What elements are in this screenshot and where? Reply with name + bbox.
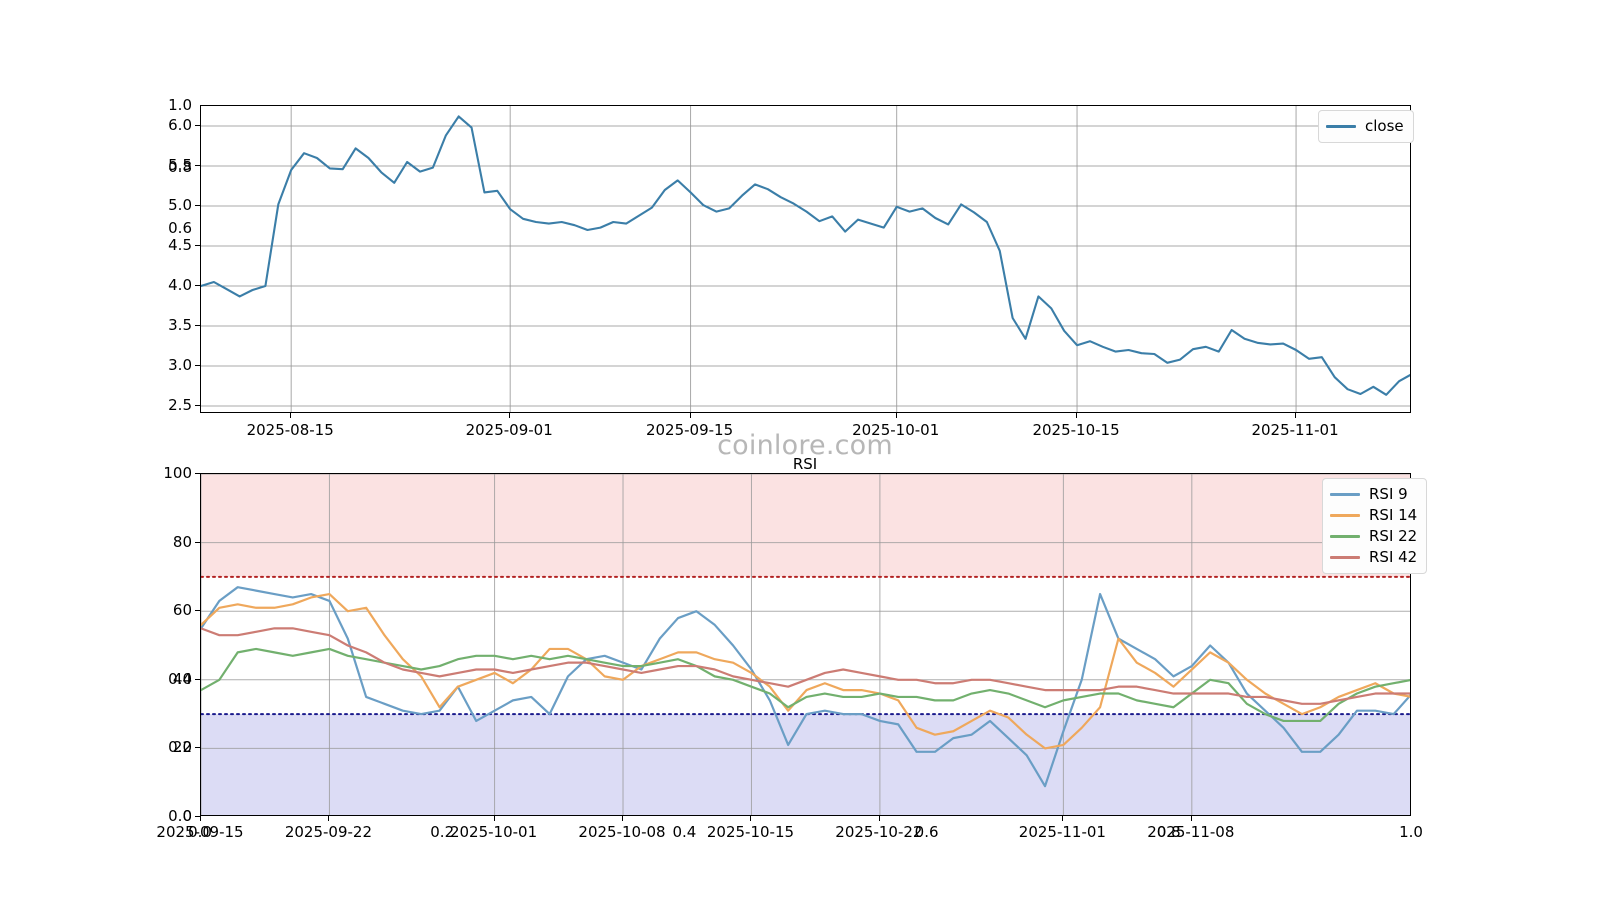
tick-mark [195,125,200,126]
rsi-y-tick-label: 0 [182,807,192,825]
rsi-y-tick-overlay-label: 0.4 [168,669,192,688]
price-y-tick-label: 5.0 [168,196,192,214]
tick-mark [195,205,200,206]
price-x-tick-label: 2025-09-15 [645,421,734,439]
tick-mark [1191,816,1192,821]
rsi-legend-item[interactable]: RSI 42 [1330,547,1417,568]
rsi-legend-label: RSI 22 [1369,527,1418,545]
rsi-x-tick-overlay-label: 0.6 [914,823,939,841]
tick-mark [750,816,751,821]
tick-mark [195,542,200,543]
rsi-legend-item[interactable]: RSI 9 [1330,484,1417,505]
tick-mark [879,816,880,821]
price-y-tick-label: 5.5 [168,156,192,174]
legend-color-swatch-icon [1330,535,1360,538]
tick-mark [1062,816,1063,821]
rsi-y-tick-label: 80 [172,532,192,551]
rsi-y-tick-overlay-label: 0.2 [168,738,192,757]
rsi-legend-label: RSI 9 [1369,485,1408,503]
legend-color-swatch-icon [1330,556,1360,559]
rsi-legend-label: RSI 42 [1369,548,1418,566]
tick-mark [494,816,495,821]
tick-mark [195,610,200,611]
legend-color-swatch-icon [1326,125,1356,128]
rsi-x-tick-label: 2025-10-22 [835,823,923,841]
price-x-tick-label: 2025-09-01 [465,421,553,439]
price-line-svg [201,106,1410,412]
rsi-y-tick-label: 100 [163,464,192,482]
tick-mark [690,413,691,418]
rsi-x-tick-label: 2025-09-15 [156,823,244,841]
tick-mark [195,245,200,246]
tick-mark [195,816,200,817]
tick-mark [290,413,291,418]
price-x-tick-label: 2025-10-01 [852,421,940,439]
tick-mark [509,413,510,418]
rsi-legend-item[interactable]: RSI 14 [1330,505,1417,526]
tick-mark [200,816,201,821]
legend-color-swatch-icon [1330,493,1360,496]
watermark-coinlore: coinlore.com [717,430,893,461]
price-y-tick-label: 4.5 [168,236,192,254]
legend-color-swatch-icon [1330,514,1360,517]
rsi-x-tick-overlay-label: 0.2 [430,823,455,841]
price-y-tick-overlay-label: 1.0 [168,96,192,114]
rsi-x-tick-label: 2025-09-22 [284,823,373,841]
rsi-plot-area [200,473,1411,816]
tick-mark [195,325,200,326]
rsi-x-tick-overlay-label: 0.4 [672,823,697,841]
rsi-x-tick-overlay-label: 0.8 [1156,823,1181,841]
price-chart-panel: 2.5 3.0 3.5 4.0 4.5 5.0 5.5 6.0 0.6 0.8 1.0 2025-… [0,0,1600,439]
rsi-line-svg [201,474,1410,815]
price-plot-area [200,105,1411,413]
price-y-tick-label: 4.0 [168,276,192,294]
price-legend-label: close [1365,117,1404,135]
tick-mark [1076,413,1077,418]
tick-mark [195,473,200,474]
rsi-legend-item[interactable]: RSI 22 [1330,526,1417,547]
tick-mark [195,285,200,286]
tick-mark [1295,413,1296,418]
rsi-x-tick-label: 2025-10-15 [706,823,795,841]
price-y-tick-label: 3.5 [168,316,192,334]
rsi-y-tick-label: 20 [172,738,192,757]
price-y-tick-label: 2.5 [168,396,192,414]
rsi-y-tick-overlay-label: 0.0 [168,807,192,825]
price-y-tick-label: 3.0 [168,356,192,374]
rsi-chart-panel: 0 20 40 60 80 100 0.0 0.2 0.4 2025-09-15 2025-09… [0,430,1600,900]
rsi-x-tick-label: 2025-10-01 [449,823,538,841]
rsi-y-tick-label: 40 [172,669,192,688]
tick-mark [195,365,200,366]
price-x-tick-label: 2025-11-01 [1251,421,1339,439]
tick-mark [195,679,200,680]
price-y-tick-overlay-label: 0.6 [168,219,192,238]
rsi-x-tick-label: 2025-10-08 [578,823,666,841]
tick-mark [195,165,200,166]
rsi-x-tick-label: 2025-11-08 [1147,823,1235,841]
tick-mark [896,413,897,418]
rsi-legend-label: RSI 14 [1369,506,1418,524]
rsi-x-tick-overlay-label: 0.0 [188,823,212,841]
price-legend-item[interactable]: close [1326,116,1404,137]
rsi-x-tick-label: 2025-11-01 [1018,823,1106,841]
rsi-legend[interactable]: RSI 9 RSI 14 RSI 22 RSI 42 [1322,478,1428,574]
rsi-y-tick-label: 60 [172,601,192,620]
tick-mark [195,747,200,748]
price-y-tick-overlay-label: 0.8 [168,157,192,176]
price-y-tick-label: 6.0 [168,116,192,134]
price-x-tick-label: 2025-10-15 [1032,421,1120,439]
tick-mark [622,816,623,821]
rsi-chart-title: RSI [792,455,818,473]
tick-mark [328,816,329,821]
rsi-x-tick-overlay-label: 1.0 [1399,823,1423,841]
price-legend[interactable]: close [1318,110,1414,143]
price-x-tick-label: 2025-08-15 [246,421,334,439]
tick-mark [195,405,200,406]
